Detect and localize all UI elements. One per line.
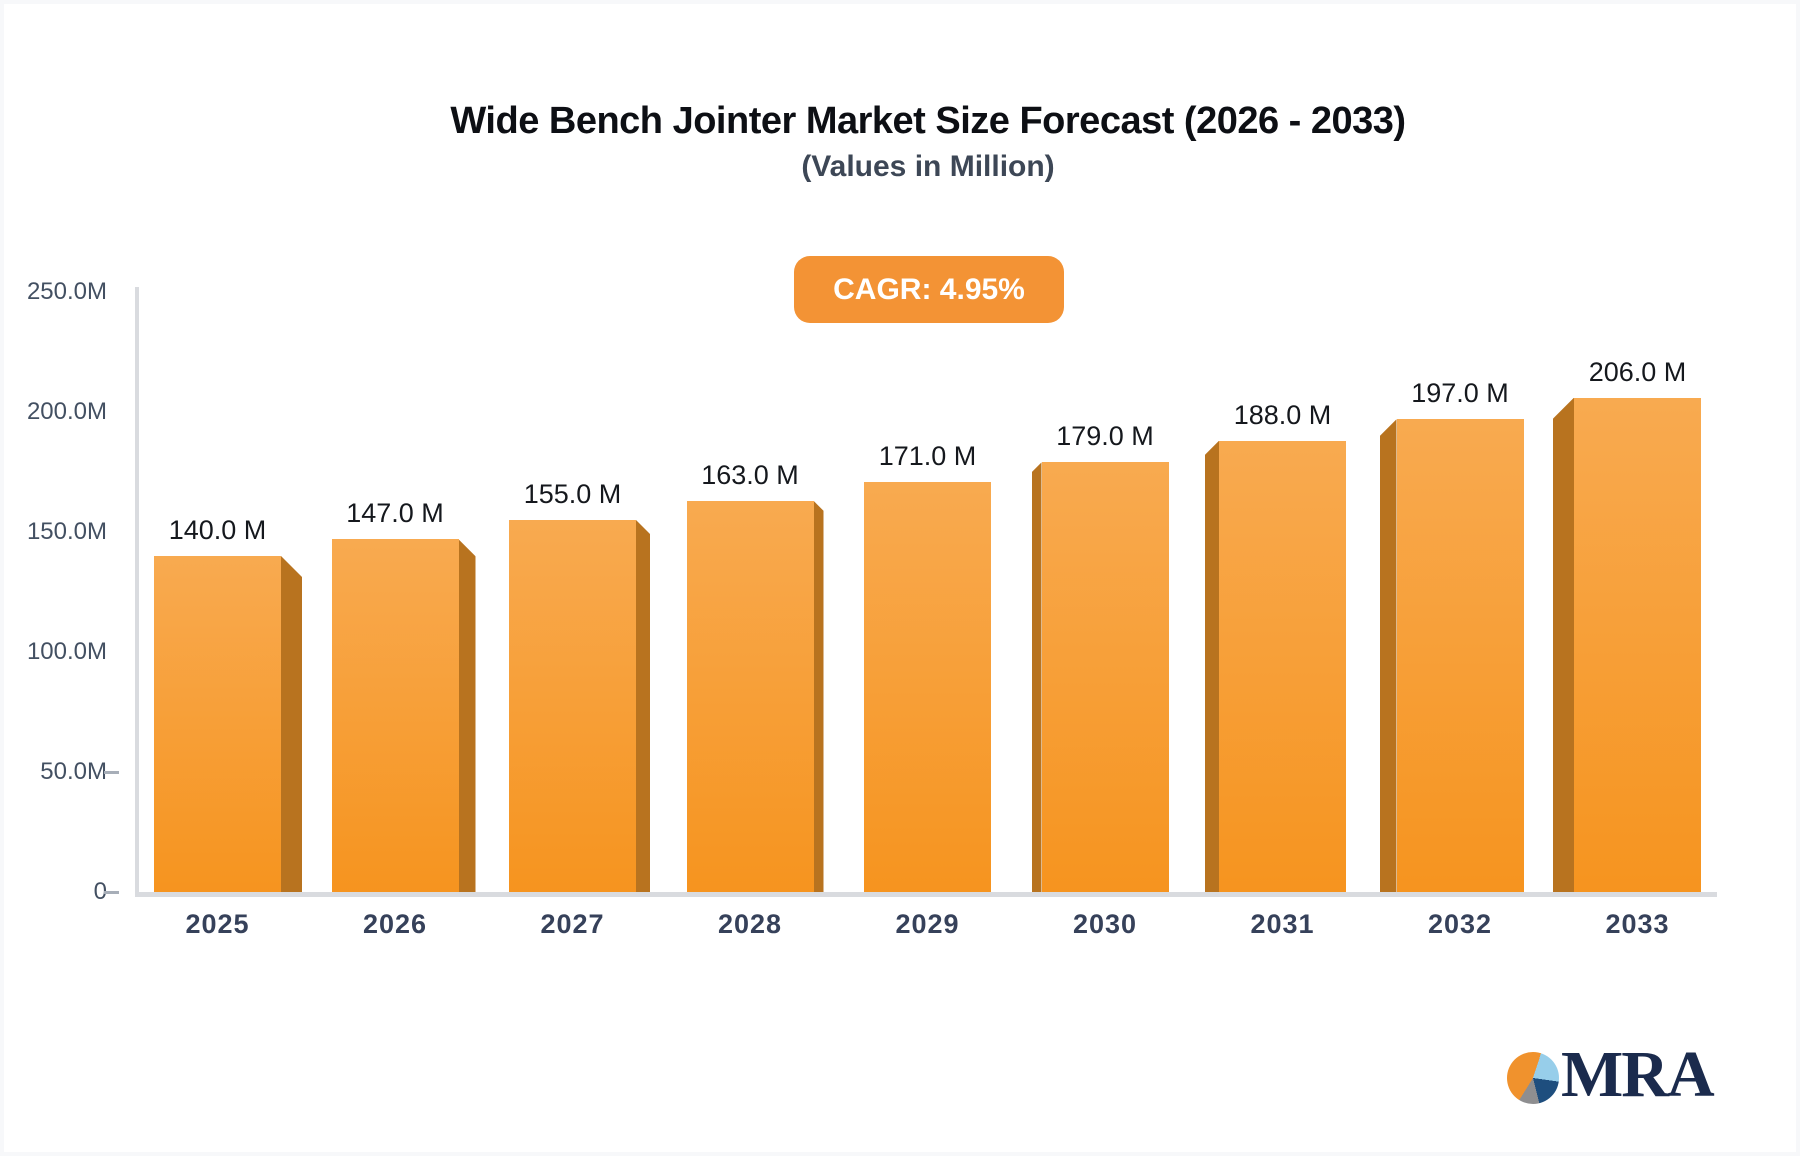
bar-2028[interactable]	[686, 500, 814, 892]
bar-value-label-2026: 147.0 M	[346, 498, 444, 529]
bar-3d-side-2032	[1379, 419, 1397, 892]
bar-3d-side-2030	[1031, 462, 1042, 892]
y-axis-tick-label: 250.0M	[26, 278, 107, 305]
bar-value-label-2025: 140.0 M	[168, 515, 267, 545]
x-axis-line	[135, 892, 1717, 897]
bar-2026[interactable]	[331, 539, 459, 892]
bar-value-label-2029: 171.0 M	[878, 440, 977, 471]
chart-subtitle: (Values in Million)	[801, 150, 1055, 183]
x-axis-label-2028: 2028	[717, 909, 783, 939]
bar-2032[interactable]	[1396, 419, 1524, 892]
bar-value-label-2028: 163.0 M	[701, 459, 799, 490]
bar-2029[interactable]	[864, 481, 991, 892]
bar-3d-side-2028	[813, 500, 824, 892]
y-axis-tick-label: 0	[93, 878, 107, 905]
bar-value-label-2033: 206.0 M	[1588, 356, 1687, 387]
y-axis-tick-label: 200.0M	[26, 398, 107, 425]
bar-2030[interactable]	[1041, 462, 1169, 892]
x-axis-label-2031: 2031	[1250, 909, 1315, 939]
x-axis-label-2027: 2027	[540, 909, 605, 939]
mra-logo: MRA	[1507, 1040, 1715, 1110]
x-axis-label-2033: 2033	[1605, 909, 1670, 939]
bar-2033[interactable]	[1574, 397, 1701, 892]
y-axis-line	[135, 287, 139, 895]
x-axis-label-2026: 2026	[362, 909, 428, 939]
bar-3d-side-2031	[1205, 440, 1219, 892]
chart-title: Wide Bench Jointer Market Size Forecast …	[450, 100, 1406, 142]
bar-3d-side-2025	[281, 556, 302, 892]
y-axis-tick-label: 50.0M	[40, 758, 107, 785]
bar-2031[interactable]	[1219, 440, 1346, 892]
y-axis-tick-label: 150.0M	[26, 518, 107, 545]
bar-value-label-2027: 155.0 M	[523, 479, 622, 509]
bar-2027[interactable]	[509, 520, 636, 892]
bar-value-label-2032: 197.0 M	[1411, 378, 1509, 409]
bar-value-label-2031: 188.0 M	[1233, 399, 1332, 430]
cagr-badge: CAGR: 4.95%	[794, 256, 1064, 323]
market-forecast-chart: Wide Bench Jointer Market Size Forecast …	[4, 4, 1800, 1160]
x-axis-label-2032: 2032	[1427, 909, 1493, 939]
bar-value-label-2030: 179.0 M	[1056, 421, 1154, 452]
cagr-badge-label: CAGR: 4.95%	[833, 272, 1025, 306]
bar-3d-side-2033	[1553, 397, 1574, 892]
y-axis-tick-mark	[104, 891, 119, 894]
bar-2025[interactable]	[154, 556, 281, 892]
mra-logo-text: MRA	[1561, 1038, 1715, 1111]
y-axis-tick-label: 100.0M	[26, 638, 107, 665]
bar-3d-side-2026	[458, 539, 476, 892]
y-axis-tick-mark	[104, 771, 119, 774]
bar-3d-side-2027	[636, 520, 650, 892]
mra-pie-icon	[1507, 1052, 1559, 1104]
x-axis-label-2029: 2029	[895, 909, 960, 939]
x-axis-label-2025: 2025	[185, 909, 250, 939]
x-axis-label-2030: 2030	[1072, 909, 1138, 939]
